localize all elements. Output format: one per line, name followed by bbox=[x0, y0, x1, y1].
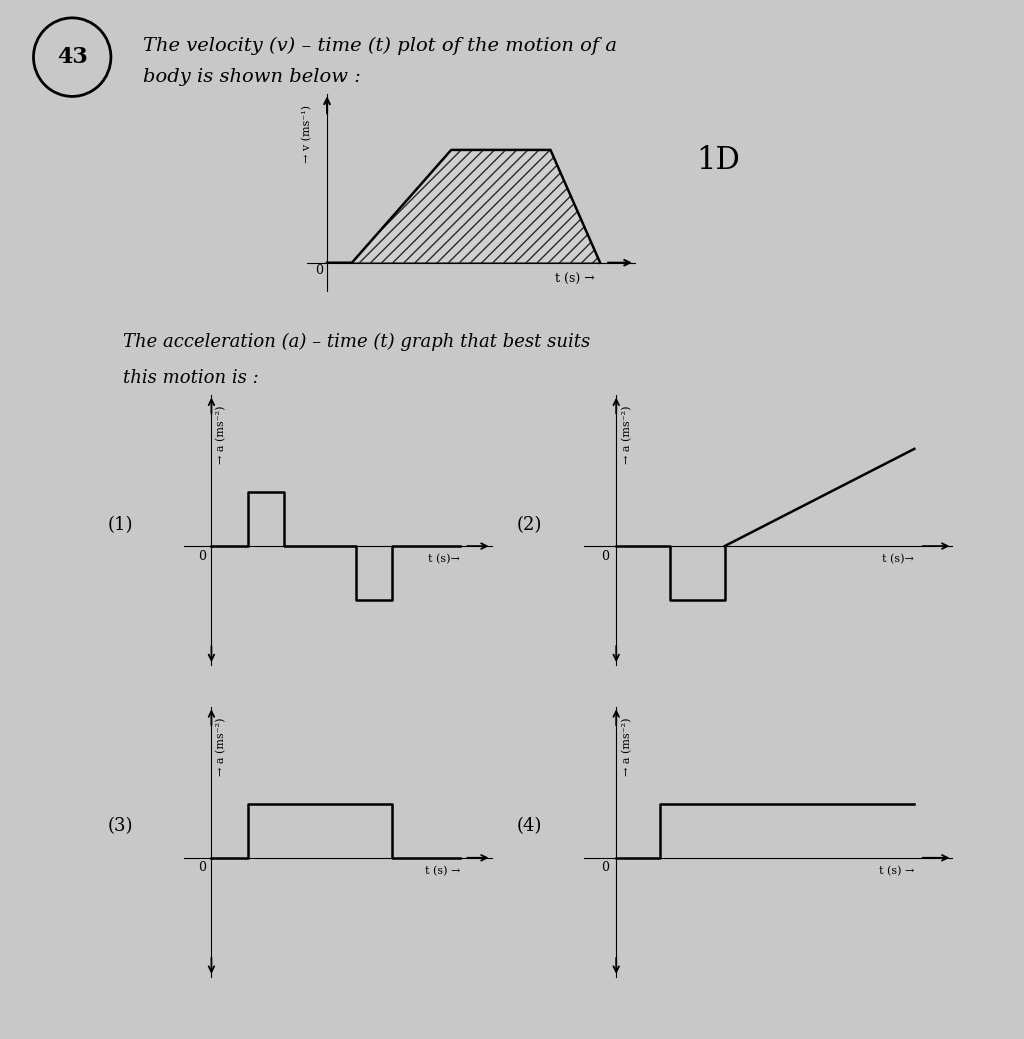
Text: 0: 0 bbox=[601, 861, 609, 874]
Text: 0: 0 bbox=[199, 861, 207, 874]
Text: → v (ms⁻¹): → v (ms⁻¹) bbox=[302, 105, 312, 163]
Text: → a (ms⁻²): → a (ms⁻²) bbox=[216, 405, 226, 464]
Text: (1): (1) bbox=[108, 515, 133, 534]
Polygon shape bbox=[327, 150, 600, 263]
Text: body is shown below :: body is shown below : bbox=[143, 68, 361, 85]
Text: t (s) →: t (s) → bbox=[879, 865, 914, 876]
Text: t (s) →: t (s) → bbox=[425, 865, 460, 876]
Text: The acceleration (a) – time (t) graph that best suits: The acceleration (a) – time (t) graph th… bbox=[123, 332, 590, 351]
Text: t (s) →: t (s) → bbox=[555, 272, 595, 286]
Text: t (s)→: t (s)→ bbox=[428, 554, 460, 564]
Text: 0: 0 bbox=[601, 550, 609, 562]
Text: t (s)→: t (s)→ bbox=[883, 554, 914, 564]
Text: → a (ms⁻²): → a (ms⁻²) bbox=[622, 717, 632, 776]
Text: (4): (4) bbox=[517, 817, 543, 835]
Text: 1D: 1D bbox=[696, 145, 740, 177]
Text: 43: 43 bbox=[56, 46, 88, 69]
Text: The velocity (v) – time (t) plot of the motion of a: The velocity (v) – time (t) plot of the … bbox=[143, 36, 617, 55]
Text: (2): (2) bbox=[517, 515, 543, 534]
Text: 0: 0 bbox=[199, 550, 207, 562]
Text: → a (ms⁻²): → a (ms⁻²) bbox=[622, 405, 632, 464]
Text: → a (ms⁻²): → a (ms⁻²) bbox=[216, 717, 226, 776]
Text: this motion is :: this motion is : bbox=[123, 369, 259, 387]
Text: (3): (3) bbox=[108, 817, 133, 835]
Text: 0: 0 bbox=[315, 264, 324, 277]
